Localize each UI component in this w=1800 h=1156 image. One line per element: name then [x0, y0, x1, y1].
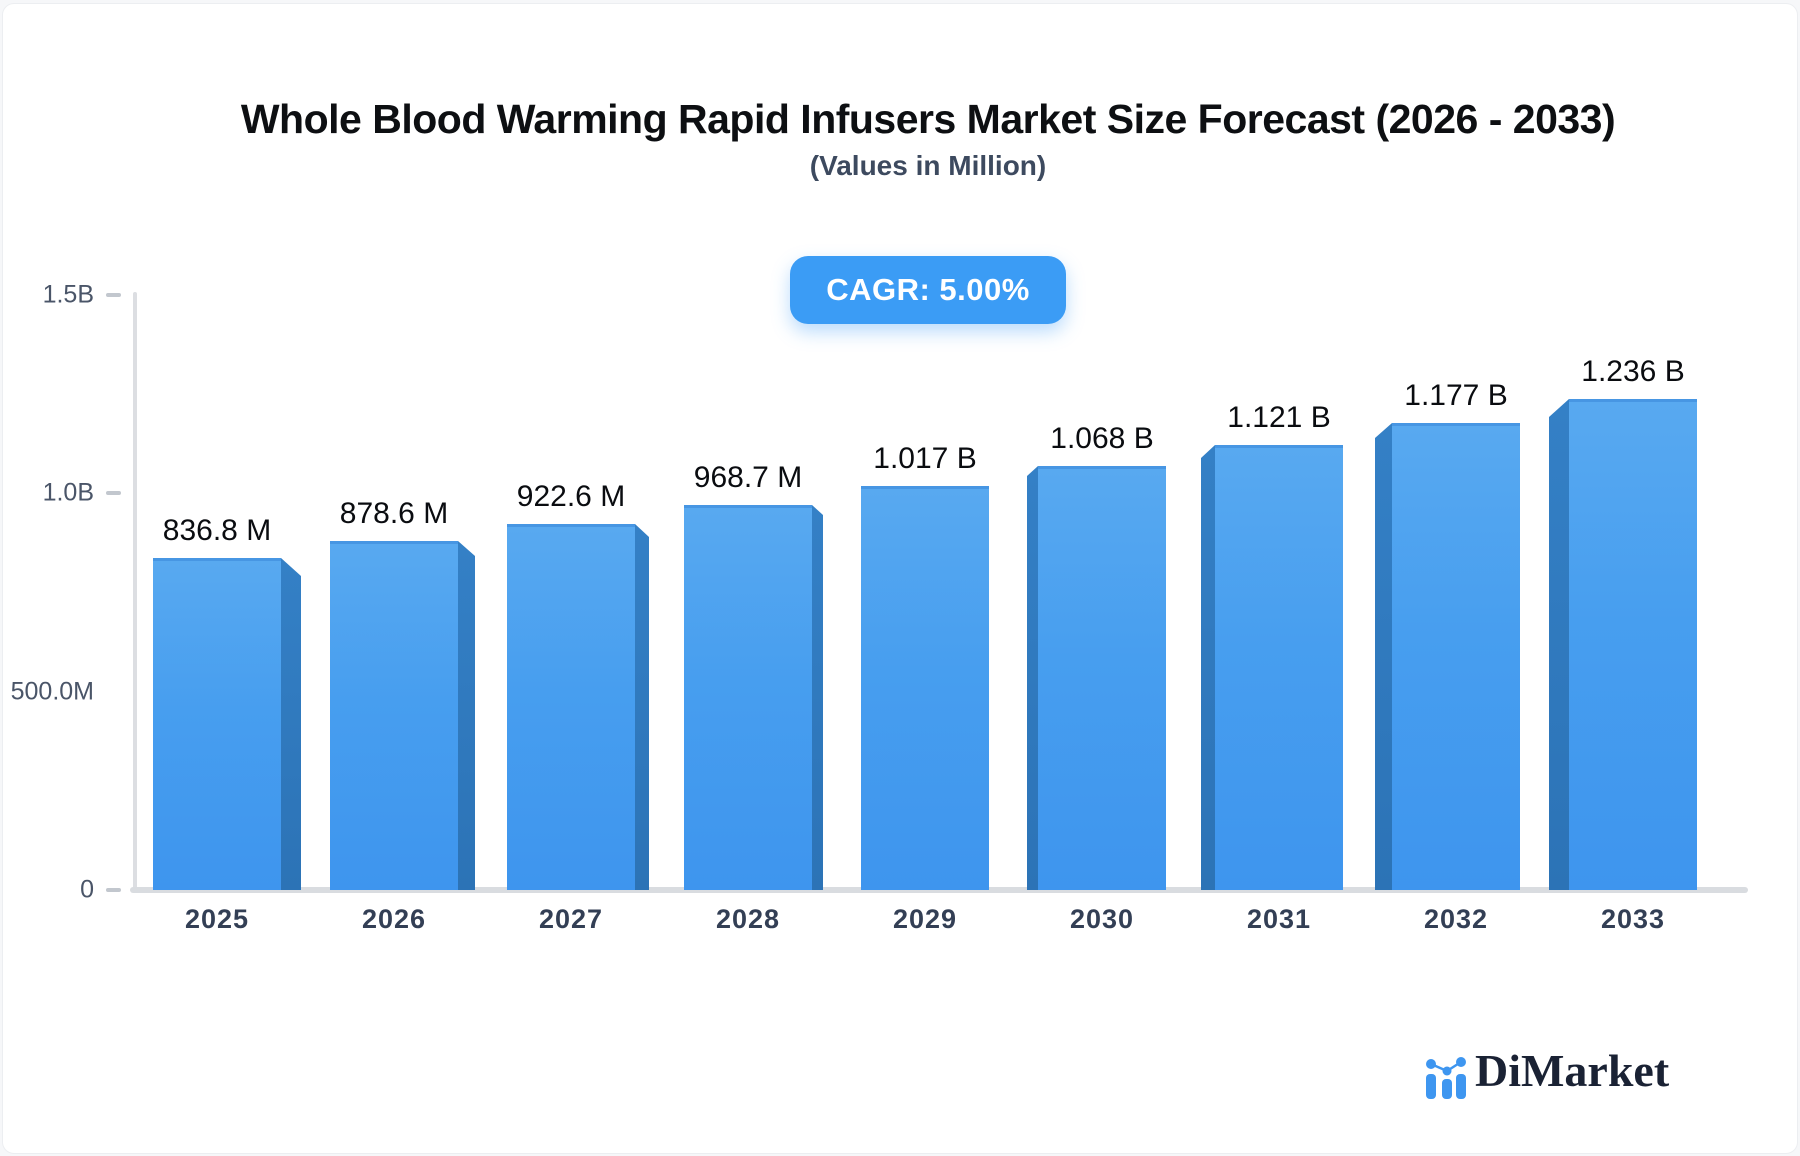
y-axis-tick [106, 292, 121, 297]
x-axis-baseline [130, 887, 1748, 893]
x-axis-label-2025: 2025 [184, 904, 250, 934]
y-axis-label: 1.0B [42, 478, 94, 507]
bar-value-label-2028: 968.7 M [693, 461, 803, 494]
x-axis-label-2029: 2029 [892, 904, 958, 934]
y-axis-label: 0 [80, 875, 94, 904]
bar-side-face-2032 [1375, 423, 1392, 890]
bar-2025 [153, 558, 281, 890]
bar-value-label-2033: 1.236 B [1581, 355, 1685, 388]
chart-title: Whole Blood Warming Rapid Infusers Marke… [240, 96, 1616, 142]
logo-bar-chart-icon [1426, 1057, 1466, 1099]
chart-subtitle: (Values in Million) [809, 150, 1047, 181]
y-axis-tick [106, 491, 121, 495]
x-axis-label-2027: 2027 [538, 904, 604, 934]
bar-side-face-2030 [1027, 466, 1038, 890]
x-axis-label-2030: 2030 [1069, 904, 1135, 934]
bar-2033 [1569, 399, 1697, 890]
bar-2032 [1392, 423, 1520, 890]
x-axis-label-2033: 2033 [1600, 904, 1666, 934]
cagr-badge: CAGR: 5.00% [790, 256, 1066, 324]
bar-value-label-2032: 1.177 B [1404, 379, 1508, 412]
x-axis-label-2026: 2026 [361, 904, 427, 934]
bar-value-label-2029: 1.017 B [873, 442, 977, 475]
bar-value-label-2027: 922.6 M [516, 480, 626, 513]
bar-side-face-2027 [635, 524, 649, 890]
bar-2026 [330, 541, 458, 890]
y-axis-label: 500.0M [10, 677, 94, 705]
bar-2030 [1038, 466, 1166, 890]
bar-2028 [684, 505, 812, 890]
bar-value-label-2026: 878.6 M [339, 497, 449, 530]
x-axis-label-2031: 2031 [1246, 904, 1312, 934]
bar-side-face-2031 [1201, 445, 1215, 890]
bar-side-face-2033 [1549, 399, 1569, 890]
y-axis-line [133, 292, 137, 890]
y-axis-label: 1.5B [42, 280, 94, 308]
bar-side-face-2028 [812, 505, 823, 890]
bar-value-label-2030: 1.068 B [1050, 422, 1154, 455]
bar-side-face-2026 [458, 541, 475, 890]
bar-value-label-2031: 1.121 B [1227, 401, 1331, 434]
bar-value-label-2025: 836.8 M [162, 514, 272, 547]
brand-logo: DiMarket [1423, 1044, 1753, 1104]
x-axis-label-2028: 2028 [715, 904, 781, 934]
x-axis-label-2032: 2032 [1423, 904, 1489, 934]
cagr-badge-row: CAGR: 5.00% [53, 256, 1797, 324]
bar-2027 [507, 524, 635, 890]
brand-name: DiMarket [1475, 1045, 1670, 1096]
bar-2029 [861, 486, 989, 890]
y-axis-tick [106, 888, 121, 892]
chart-card: Whole Blood Warming Rapid Infusers Marke… [2, 3, 1798, 1154]
bar-2031 [1215, 445, 1343, 890]
bar-side-face-2025 [281, 558, 301, 890]
